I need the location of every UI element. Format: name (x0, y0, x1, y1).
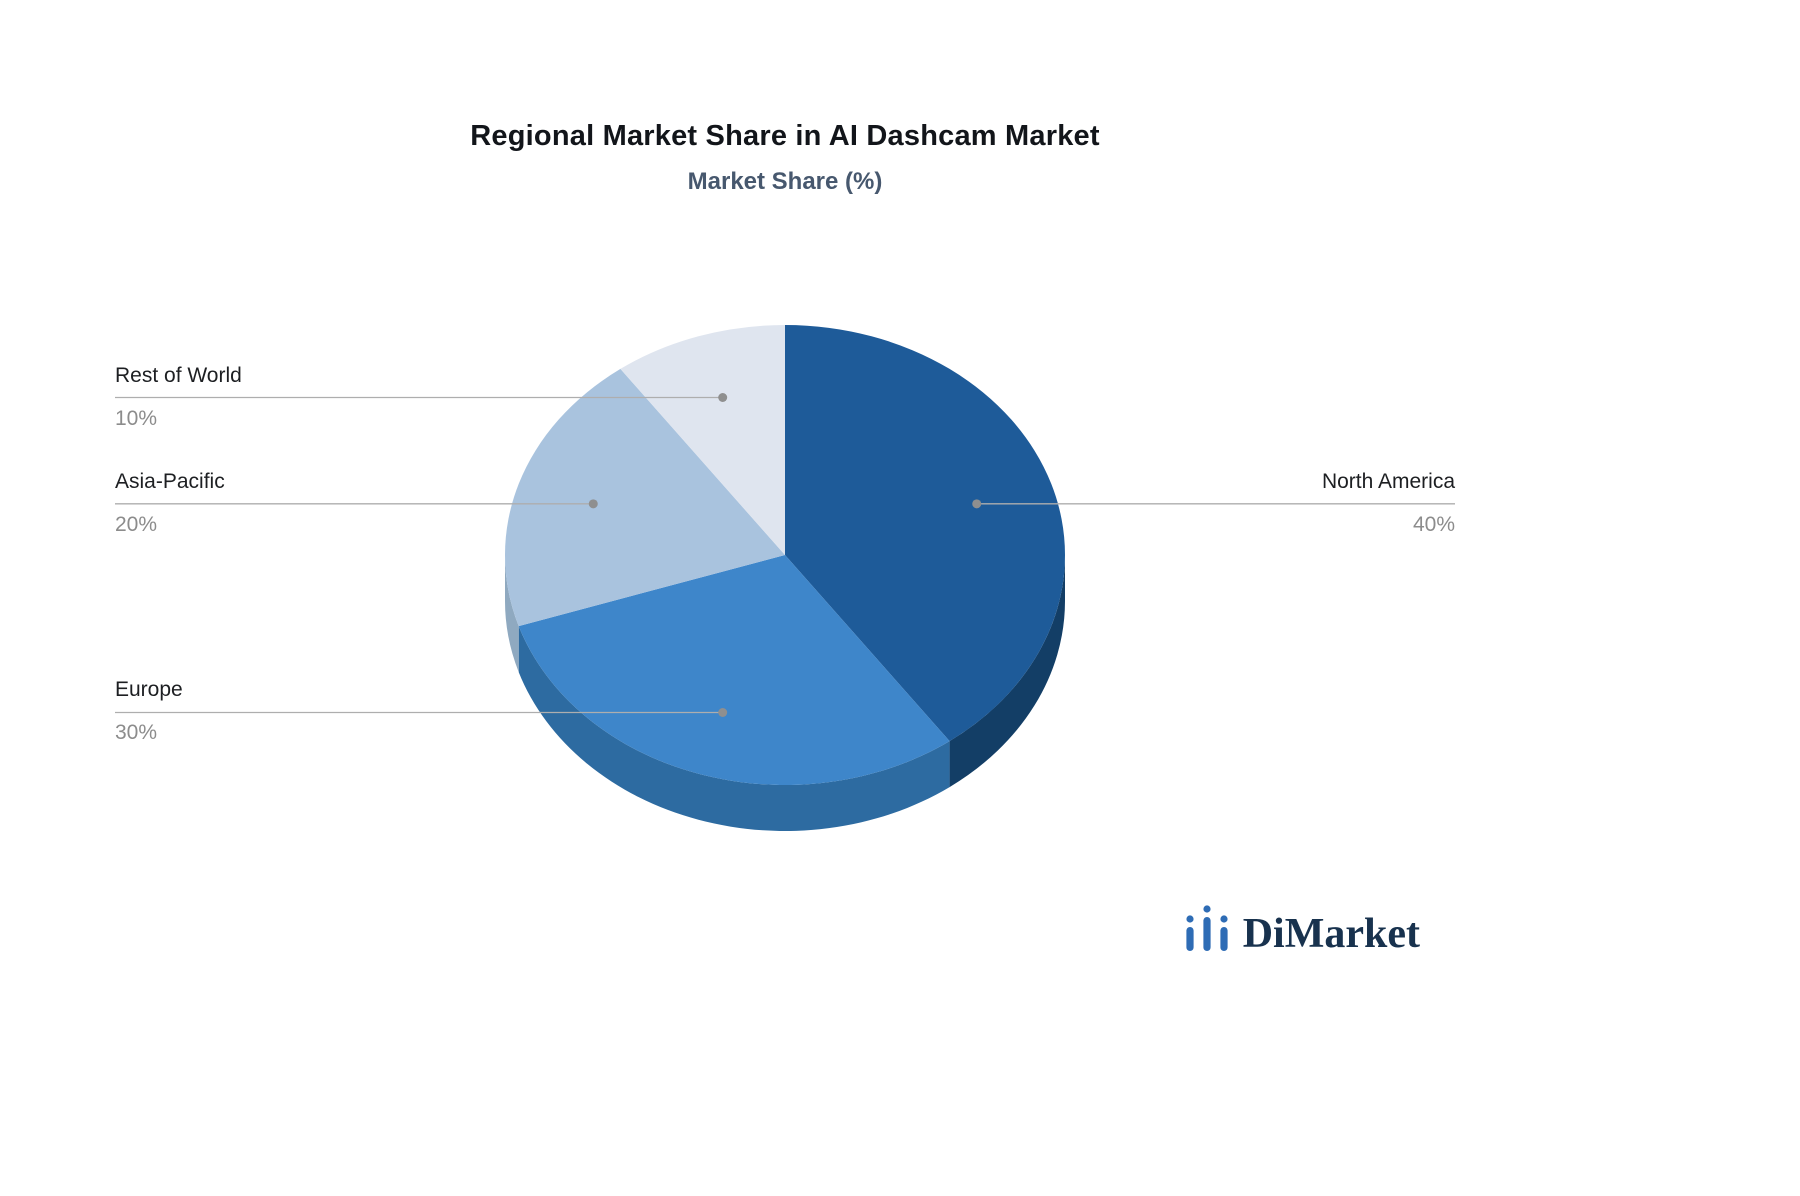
brand-logo-text: DiMarket (1242, 911, 1420, 957)
pie-callout-europe: Europe 30% (115, 676, 183, 747)
leader-dot-north-america (972, 499, 982, 509)
pie-slice-asia-pacific (505, 368, 785, 627)
brand-logo: DiMarket (1183, 905, 1420, 955)
pie-side-europe (518, 626, 950, 832)
pie-slice-rest-of-world (620, 325, 785, 555)
pie-label-value: 20% (115, 512, 158, 536)
pie-slice-europe (518, 555, 950, 785)
leader-dot-europe (718, 707, 728, 717)
pie-label-value: 40% (1412, 512, 1455, 536)
pie-callout-asia-pacific: Asia-Pacific 20% (115, 468, 225, 539)
pie-label-value: 10% (115, 406, 158, 430)
pie-label-text: Asia-Pacific (115, 469, 225, 493)
pie-callout-north-america: North America 40% (1322, 468, 1455, 539)
pie-side-north-america (949, 555, 1065, 788)
bar-chart-icon (1186, 905, 1228, 951)
leader-dot-rest-of-world (718, 393, 728, 403)
pie-side-asia-pacific (505, 555, 519, 673)
pie-slice-north-america (785, 325, 1065, 742)
chart-title: Regional Market Share in AI Dashcam Mark… (470, 120, 1100, 152)
pie-label-text: Europe (115, 678, 183, 702)
chart-subtitle: Market Share (%) (687, 168, 883, 195)
pie-label-value: 30% (115, 721, 158, 745)
leader-dot-asia-pacific (588, 499, 598, 509)
pie-callout-rest-of-world: Rest of World 10% (115, 362, 242, 433)
pie-label-text: Rest of World (115, 363, 242, 387)
pie-label-text: North America (1321, 469, 1455, 493)
